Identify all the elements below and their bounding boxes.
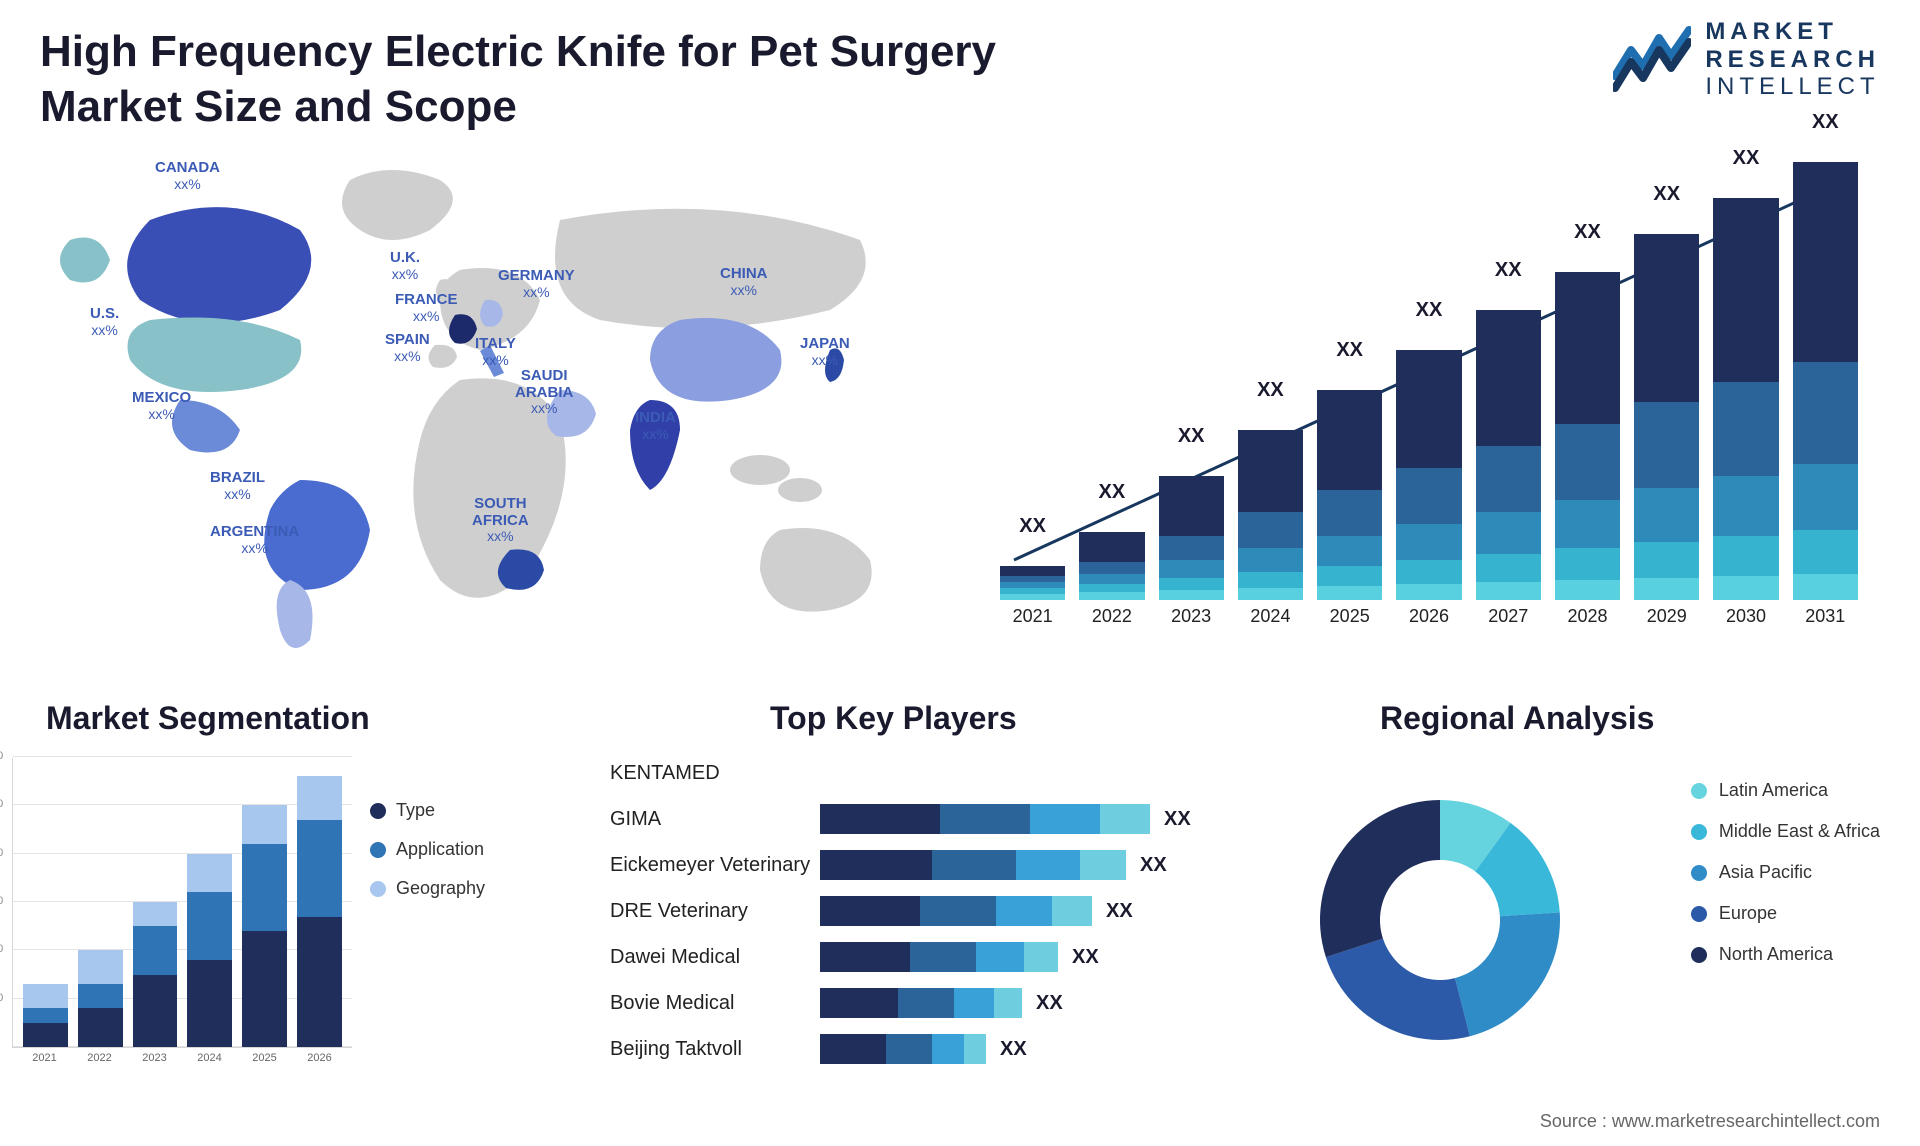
player-row: DRE VeterinaryXX [610, 888, 1250, 934]
player-row: Dawei MedicalXX [610, 934, 1250, 980]
map-label: CHINAxx% [720, 266, 768, 298]
map-label: ARGENTINAxx% [210, 524, 299, 556]
brand-logo: MARKET RESEARCH INTELLECT [1613, 18, 1880, 101]
legend-item: Type [370, 800, 485, 821]
key-players-title: Top Key Players [770, 700, 1017, 737]
growth-bar-chart: XXXXXXXXXXXXXXXXXXXXXX 20212022202320242… [994, 160, 1864, 660]
year-tick: 2028 [1555, 606, 1620, 627]
regional-donut [1290, 770, 1590, 1070]
segmentation-title: Market Segmentation [46, 700, 370, 737]
legend-item: Europe [1691, 903, 1880, 924]
legend-item: Middle East & Africa [1691, 821, 1880, 842]
map-label: CANADAxx% [155, 160, 220, 192]
year-tick: 2027 [1476, 606, 1541, 627]
growth-bar: XX [1555, 272, 1620, 600]
segmentation-bar [242, 805, 287, 1047]
year-tick: 2022 [1079, 606, 1144, 627]
legend-item: Asia Pacific [1691, 862, 1880, 883]
growth-bar: XX [1079, 532, 1144, 600]
donut-slice [1455, 912, 1560, 1036]
world-map: CANADAxx% U.S.xx% MEXICOxx% BRAZILxx% ARGENT… [40, 150, 910, 670]
donut-slice [1320, 800, 1440, 957]
segmentation-legend: Type Application Geography [370, 800, 485, 917]
year-tick: 2021 [1000, 606, 1065, 627]
segmentation-bar [297, 776, 342, 1047]
map-label: ITALYxx% [475, 336, 516, 368]
year-tick: 2031 [1793, 606, 1858, 627]
source-text: Source : www.marketresearchintellect.com [1540, 1111, 1880, 1132]
map-label: SAUDIARABIAxx% [515, 368, 573, 416]
legend-item: Application [370, 839, 485, 860]
player-row: KENTAMED [610, 750, 1250, 796]
page-title: High Frequency Electric Knife for Pet Su… [40, 24, 1060, 134]
year-tick: 2024 [1238, 606, 1303, 627]
regional-legend: Latin America Middle East & Africa Asia Pa… [1691, 780, 1880, 985]
segmentation-chart: 0102030405060 202120222023202420252026 [12, 758, 352, 1088]
regional-title: Regional Analysis [1380, 700, 1654, 737]
segmentation-bar [78, 950, 123, 1047]
map-label: INDIAxx% [635, 410, 676, 442]
map-label: GERMANYxx% [498, 268, 575, 300]
map-label: U.S.xx% [90, 306, 119, 338]
player-row: Bovie MedicalXX [610, 980, 1250, 1026]
map-label: JAPANxx% [800, 336, 850, 368]
map-label: U.K.xx% [390, 250, 420, 282]
map-label: FRANCExx% [395, 292, 458, 324]
year-tick: 2023 [1159, 606, 1224, 627]
growth-bar: XX [1476, 310, 1541, 600]
growth-bar: XX [1396, 350, 1461, 600]
growth-bar: XX [1634, 234, 1699, 600]
key-players-chart: KENTAMEDGIMAXXEickemeyer VeterinaryXXDRE… [610, 750, 1250, 1072]
year-tick: 2025 [1317, 606, 1382, 627]
segmentation-bar [187, 854, 232, 1047]
player-row: GIMAXX [610, 796, 1250, 842]
growth-bar: XX [1793, 162, 1858, 600]
growth-bar: XX [1000, 566, 1065, 600]
growth-bar: XX [1159, 476, 1224, 600]
map-label: SPAINxx% [385, 332, 430, 364]
growth-bar: XX [1317, 390, 1382, 600]
growth-bar: XX [1713, 198, 1778, 600]
legend-item: North America [1691, 944, 1880, 965]
map-label: MEXICOxx% [132, 390, 191, 422]
year-tick: 2026 [1396, 606, 1461, 627]
growth-bar: XX [1238, 430, 1303, 600]
legend-item: Geography [370, 878, 485, 899]
player-row: Beijing TaktvollXX [610, 1026, 1250, 1072]
player-row: Eickemeyer VeterinaryXX [610, 842, 1250, 888]
logo-text: MARKET RESEARCH INTELLECT [1705, 18, 1880, 101]
segmentation-bar [133, 902, 178, 1047]
legend-item: Latin America [1691, 780, 1880, 801]
donut-slice [1326, 939, 1470, 1040]
map-label: SOUTHAFRICAxx% [472, 496, 529, 544]
year-tick: 2030 [1713, 606, 1778, 627]
year-tick: 2029 [1634, 606, 1699, 627]
map-label: BRAZILxx% [210, 470, 265, 502]
logo-icon [1613, 26, 1691, 92]
segmentation-bar [23, 984, 68, 1047]
